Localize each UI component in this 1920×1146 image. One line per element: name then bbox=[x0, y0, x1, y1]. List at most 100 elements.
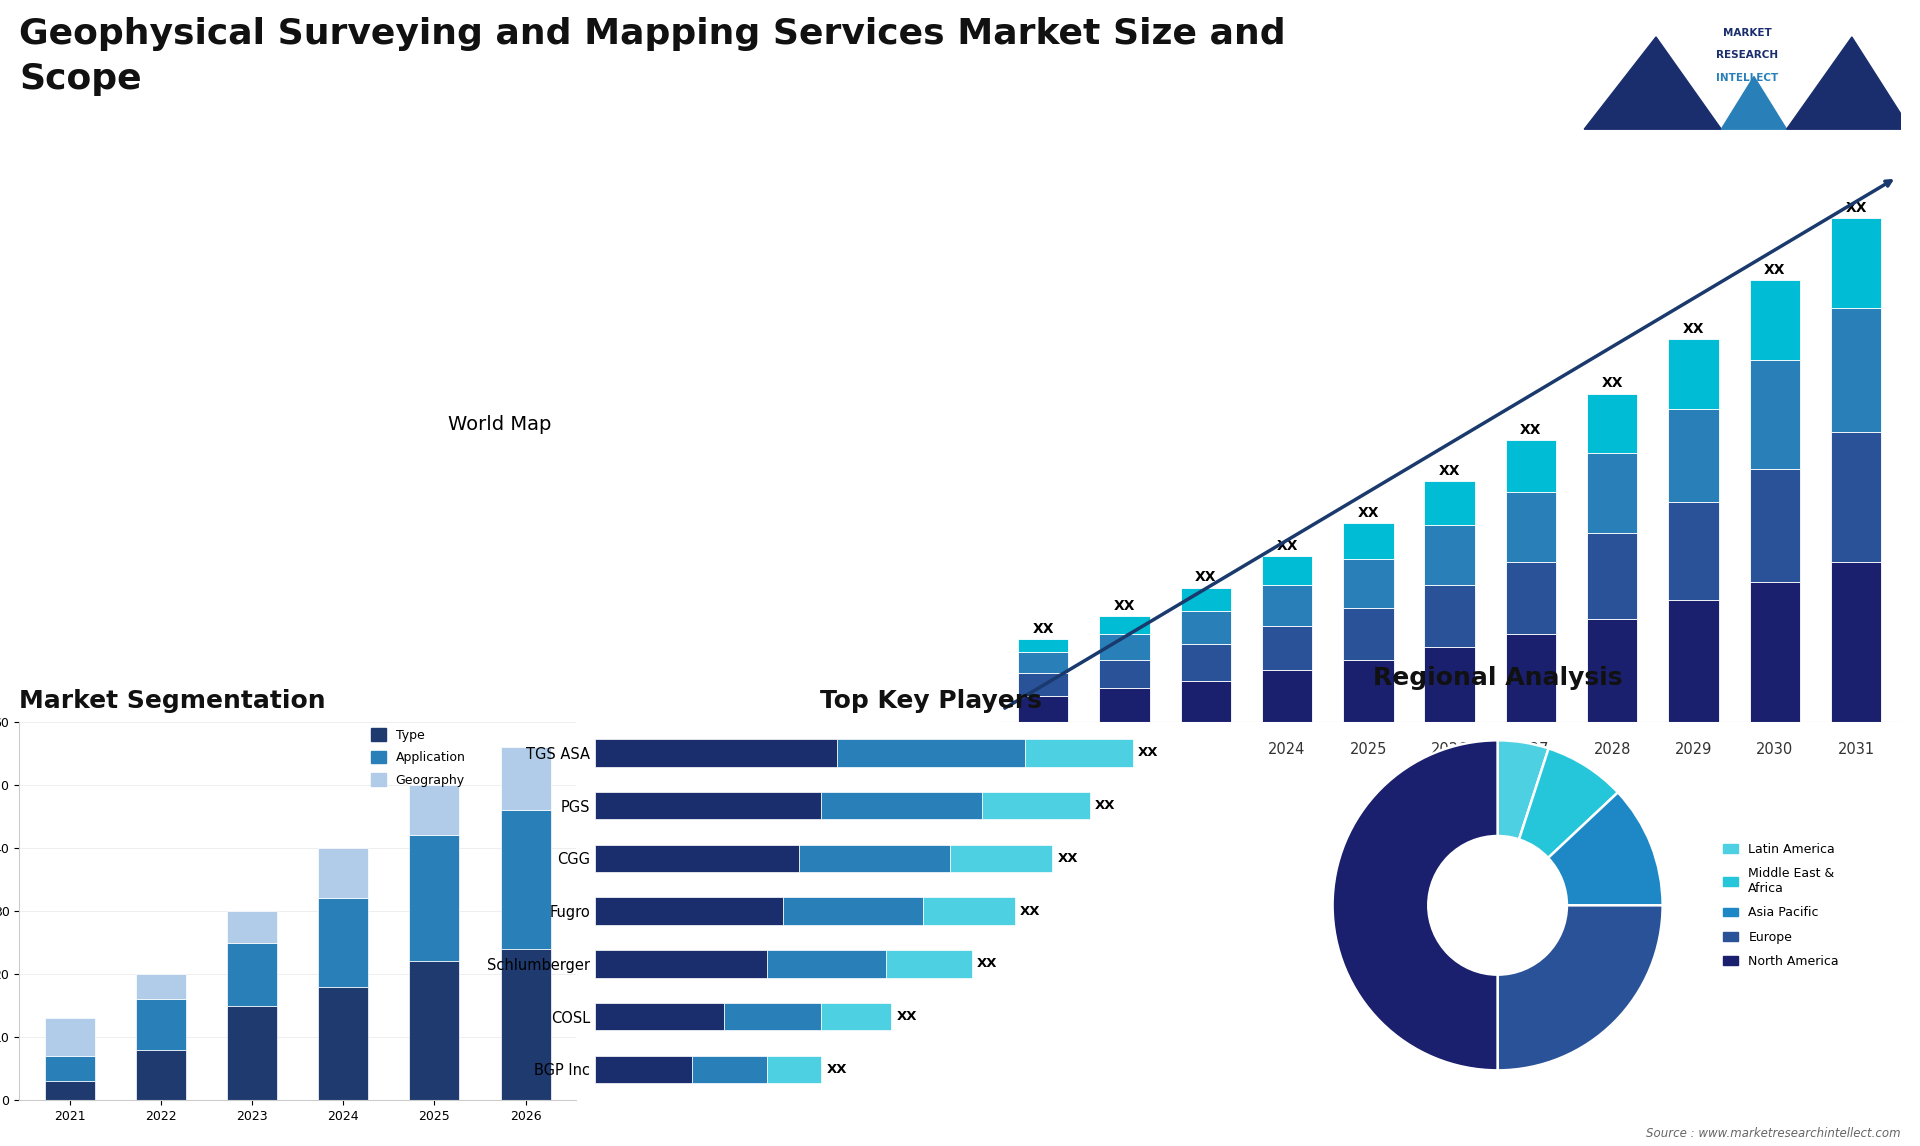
Legend: Type, Application, Geography: Type, Application, Geography bbox=[371, 728, 465, 786]
Wedge shape bbox=[1519, 748, 1619, 858]
Bar bbox=[837, 739, 1025, 767]
Title: Top Key Players: Top Key Players bbox=[820, 689, 1043, 713]
Text: 2029: 2029 bbox=[1674, 743, 1713, 758]
Bar bbox=[983, 792, 1091, 819]
Bar bbox=[409, 961, 459, 1100]
Bar bbox=[1425, 647, 1475, 722]
Wedge shape bbox=[1332, 740, 1498, 1070]
Bar bbox=[595, 950, 768, 978]
Bar bbox=[1668, 601, 1718, 722]
Bar bbox=[136, 1050, 186, 1100]
Bar bbox=[1832, 308, 1882, 432]
Text: MARKET: MARKET bbox=[1722, 28, 1772, 38]
Bar bbox=[1100, 689, 1150, 722]
Wedge shape bbox=[1498, 740, 1549, 839]
Bar bbox=[783, 897, 924, 925]
Bar bbox=[595, 1003, 724, 1030]
Bar bbox=[1018, 652, 1068, 673]
Text: XX: XX bbox=[1845, 201, 1866, 214]
Bar bbox=[1749, 469, 1799, 582]
Bar bbox=[501, 810, 551, 949]
Bar bbox=[1668, 502, 1718, 601]
Bar bbox=[409, 785, 459, 835]
Bar bbox=[227, 942, 276, 1006]
Bar bbox=[1505, 440, 1555, 492]
Text: 2023: 2023 bbox=[1187, 743, 1225, 758]
Bar bbox=[799, 845, 950, 872]
Bar bbox=[1588, 619, 1638, 722]
Text: XX: XX bbox=[1058, 851, 1077, 865]
Bar bbox=[1832, 562, 1882, 722]
Text: XX: XX bbox=[977, 957, 996, 971]
Bar bbox=[136, 974, 186, 999]
Legend: Latin America, Middle East &
Africa, Asia Pacific, Europe, North America: Latin America, Middle East & Africa, Asi… bbox=[1718, 838, 1843, 973]
Text: 2026: 2026 bbox=[1430, 743, 1469, 758]
Bar bbox=[1588, 533, 1638, 619]
Polygon shape bbox=[1786, 37, 1910, 129]
Bar bbox=[1505, 562, 1555, 634]
Bar bbox=[595, 845, 799, 872]
Text: 2027: 2027 bbox=[1513, 743, 1549, 758]
Bar bbox=[319, 987, 369, 1100]
Bar bbox=[1018, 673, 1068, 696]
Text: 2025: 2025 bbox=[1350, 743, 1386, 758]
Bar bbox=[227, 1006, 276, 1100]
Bar bbox=[1668, 409, 1718, 502]
Text: XX: XX bbox=[1521, 423, 1542, 437]
Bar bbox=[1100, 660, 1150, 689]
Bar bbox=[595, 1055, 691, 1083]
Bar bbox=[1425, 481, 1475, 526]
Bar bbox=[409, 835, 459, 961]
Bar bbox=[595, 739, 837, 767]
Bar bbox=[1018, 696, 1068, 722]
Bar bbox=[44, 1018, 94, 1057]
Text: XX: XX bbox=[1194, 571, 1217, 584]
Bar bbox=[44, 1082, 94, 1100]
Bar bbox=[1668, 339, 1718, 409]
Bar bbox=[1749, 582, 1799, 722]
Text: XX: XX bbox=[1020, 904, 1041, 918]
Bar bbox=[1025, 739, 1133, 767]
Bar bbox=[1832, 218, 1882, 308]
Bar bbox=[768, 1055, 822, 1083]
Text: 2030: 2030 bbox=[1757, 743, 1793, 758]
Bar bbox=[724, 1003, 822, 1030]
Bar bbox=[1181, 588, 1231, 611]
Bar bbox=[1425, 584, 1475, 647]
Bar bbox=[1261, 584, 1311, 627]
Text: XX: XX bbox=[1033, 622, 1054, 636]
Bar bbox=[1588, 393, 1638, 453]
Polygon shape bbox=[1720, 77, 1786, 129]
Text: 2031: 2031 bbox=[1837, 743, 1874, 758]
Bar bbox=[1749, 280, 1799, 360]
Bar bbox=[44, 1057, 94, 1082]
Text: Geophysical Surveying and Mapping Services Market Size and
Scope: Geophysical Surveying and Mapping Servic… bbox=[19, 17, 1286, 96]
Wedge shape bbox=[1498, 905, 1663, 1070]
Text: XX: XX bbox=[1601, 377, 1622, 391]
Bar bbox=[822, 792, 983, 819]
Bar bbox=[319, 848, 369, 898]
Text: Market Segmentation: Market Segmentation bbox=[19, 689, 326, 713]
Bar bbox=[501, 747, 551, 810]
Bar bbox=[1261, 670, 1311, 722]
Bar bbox=[924, 897, 1014, 925]
Title: Regional Analysis: Regional Analysis bbox=[1373, 666, 1622, 690]
Bar bbox=[1344, 660, 1394, 722]
Bar bbox=[1018, 639, 1068, 652]
Bar bbox=[1181, 611, 1231, 644]
Bar bbox=[1100, 615, 1150, 634]
Text: XX: XX bbox=[1114, 599, 1135, 613]
Bar bbox=[227, 911, 276, 942]
Bar bbox=[691, 1055, 768, 1083]
Bar bbox=[1749, 360, 1799, 469]
Bar bbox=[822, 1003, 891, 1030]
Text: World Map: World Map bbox=[447, 415, 551, 433]
Bar bbox=[1344, 559, 1394, 609]
Bar bbox=[1832, 432, 1882, 562]
Text: XX: XX bbox=[1438, 464, 1461, 478]
Text: XX: XX bbox=[826, 1062, 847, 1076]
Text: XX: XX bbox=[897, 1010, 916, 1023]
Bar bbox=[768, 950, 885, 978]
Polygon shape bbox=[1584, 37, 1720, 129]
Bar bbox=[1505, 492, 1555, 562]
